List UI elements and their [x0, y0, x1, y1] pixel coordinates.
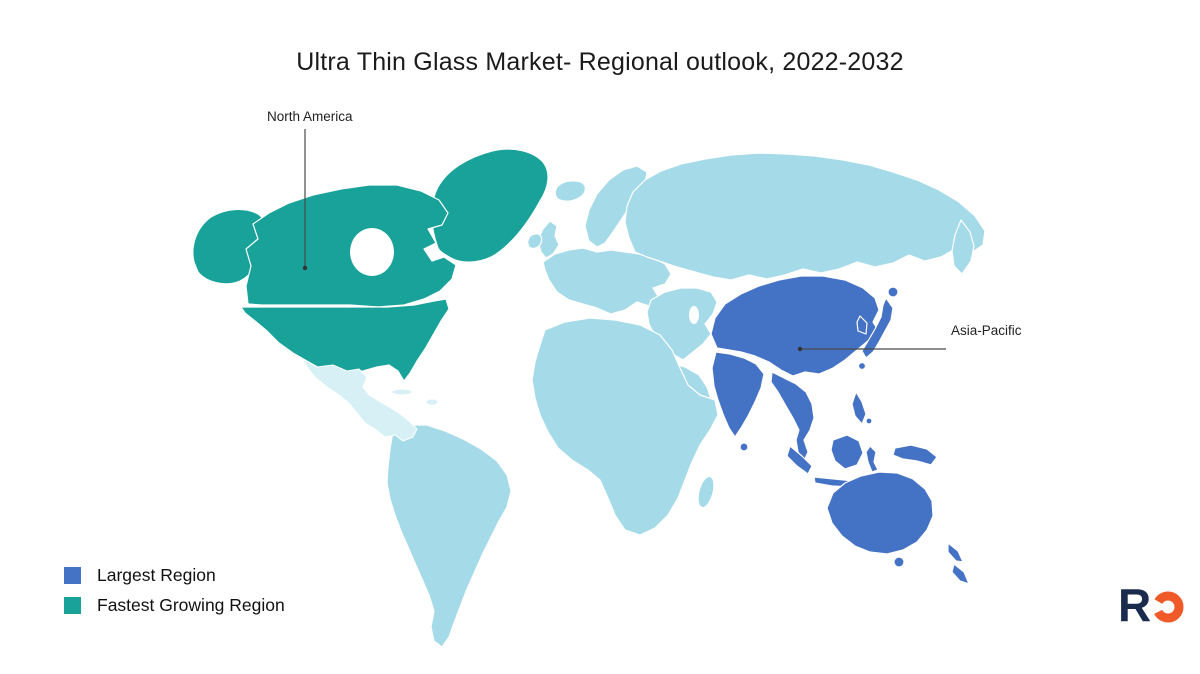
region-europe	[542, 247, 672, 315]
region-australia	[826, 471, 934, 555]
legend-item-fastest: Fastest Growing Region	[64, 590, 285, 620]
label-north-america: North America	[267, 109, 353, 124]
region-mindanao	[865, 417, 873, 425]
region-sulawesi	[865, 445, 879, 473]
region-indochina	[770, 371, 815, 462]
region-hokkaido	[887, 286, 899, 298]
legend-swatch-largest-region	[64, 566, 81, 584]
region-kamchatka	[951, 219, 975, 275]
region-ireland	[527, 233, 543, 249]
caspian-sea	[689, 306, 699, 324]
region-africa	[531, 317, 719, 536]
legend-label-largest-region: Largest Region	[97, 564, 216, 585]
region-borneo	[830, 434, 864, 470]
region-korea	[856, 315, 868, 335]
region-group-north-america	[192, 148, 549, 382]
label-asia-pacific: Asia-Pacific	[951, 323, 1022, 338]
region-new-zealand-south	[951, 563, 970, 585]
region-group-central-america	[302, 358, 439, 442]
region-greenland	[431, 148, 549, 263]
asia-pacific-pointer-dot	[797, 346, 803, 352]
region-united-kingdom	[537, 220, 560, 259]
logo-d-icon	[1152, 591, 1184, 623]
region-japan	[861, 297, 894, 359]
region-new-zealand-north	[947, 542, 964, 563]
region-sumatra	[786, 445, 813, 475]
logo-letter-r: R	[1118, 579, 1152, 631]
region-iceland	[554, 180, 586, 202]
region-sri-lanka	[739, 442, 749, 452]
region-group-rest-of-world	[386, 152, 986, 648]
hudson-bay	[350, 228, 394, 276]
region-usa	[240, 298, 450, 382]
region-new-guinea	[892, 444, 938, 466]
chart-title: Ultra Thin Glass Market- Regional outloo…	[296, 48, 904, 76]
region-tasmania	[893, 556, 905, 568]
legend-item-largest: Largest Region	[64, 560, 285, 590]
region-madagascar	[697, 475, 715, 509]
legend-label-fastest-growing-region: Fastest Growing Region	[97, 594, 285, 615]
region-taiwan	[857, 361, 867, 371]
annotation-pointers	[302, 129, 946, 352]
brand-logo: R	[1118, 582, 1186, 628]
region-scandinavia	[584, 165, 648, 248]
legend: Largest Region Fastest Growing Region	[64, 560, 285, 620]
region-philippines	[851, 391, 867, 425]
region-south-america	[386, 424, 512, 648]
region-mexico-central-america	[302, 358, 418, 442]
legend-swatch-fastest-growing-region	[64, 596, 81, 614]
region-india	[711, 351, 765, 438]
region-cuba	[391, 388, 413, 396]
region-china	[710, 275, 880, 377]
region-russia	[624, 152, 986, 281]
region-group-asia-pacific	[710, 275, 970, 585]
north-america-pointer-dot	[302, 265, 308, 271]
region-hispaniola	[425, 398, 439, 406]
